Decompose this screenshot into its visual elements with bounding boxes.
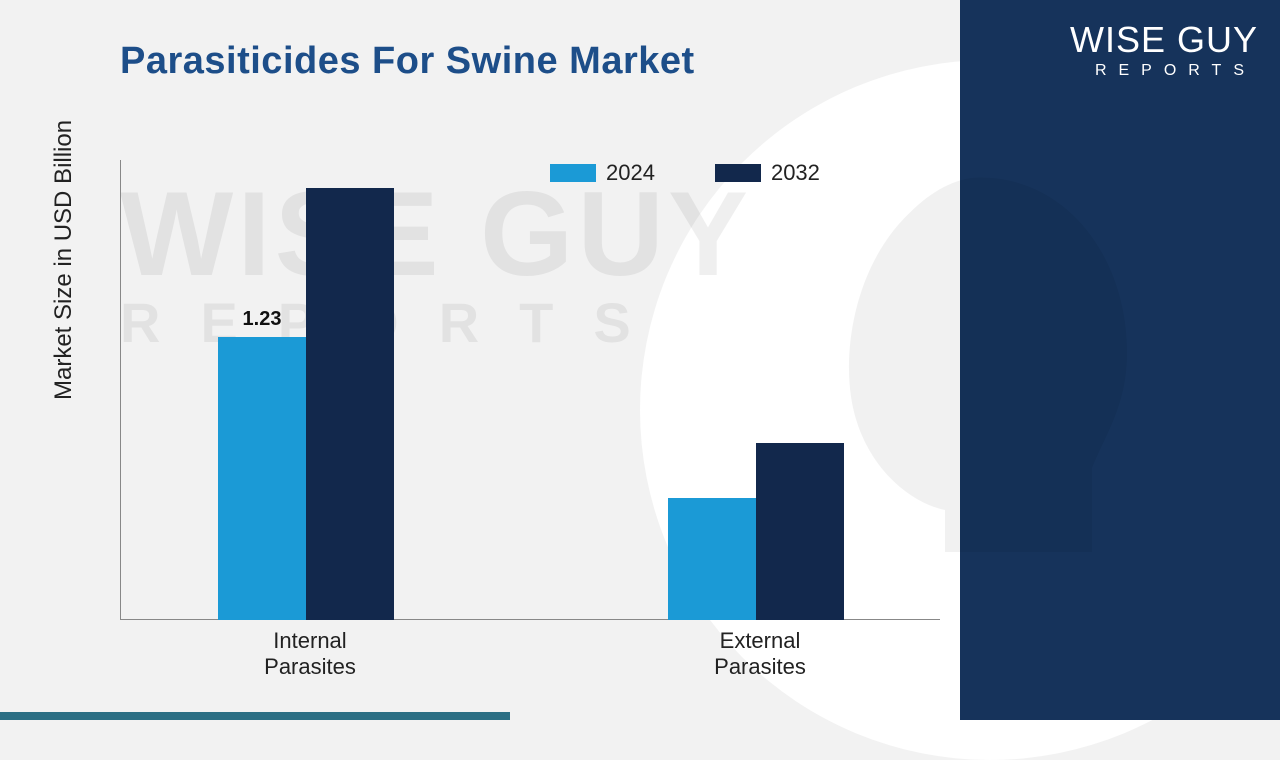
legend-label-2024: 2024	[606, 160, 655, 186]
legend-swatch-2024	[550, 164, 596, 182]
y-axis-line	[120, 160, 121, 620]
bar-group-internal: 1.23 InternalParasites	[210, 160, 410, 620]
logo-line2: REPORTS	[1070, 62, 1258, 80]
bar-internal-2024: 1.23	[218, 337, 306, 620]
chart-title: Parasiticides For Swine Market	[120, 40, 695, 83]
category-label-external: ExternalParasites	[660, 620, 860, 681]
bar-external-2024	[668, 498, 756, 620]
bar-value-label: 1.23	[243, 308, 282, 331]
brand-logo: WISE GUY REPORTS	[1070, 22, 1258, 80]
bar-internal-2032	[306, 188, 394, 620]
bar-group-external: ExternalParasites	[660, 160, 860, 620]
y-axis-label: Market Size in USD Billion	[50, 120, 78, 400]
bottom-accent-bar	[0, 712, 510, 720]
category-label-internal: InternalParasites	[210, 620, 410, 681]
legend-item-2024: 2024	[550, 160, 655, 186]
bar-external-2032	[756, 443, 844, 620]
plot-area: 2024 2032 1.23 InternalParasites Externa…	[120, 160, 940, 620]
canvas: WISE GUY REPORTS Parasiticides For Swine…	[0, 0, 1280, 720]
logo-line1: WISE GUY	[1070, 22, 1258, 58]
